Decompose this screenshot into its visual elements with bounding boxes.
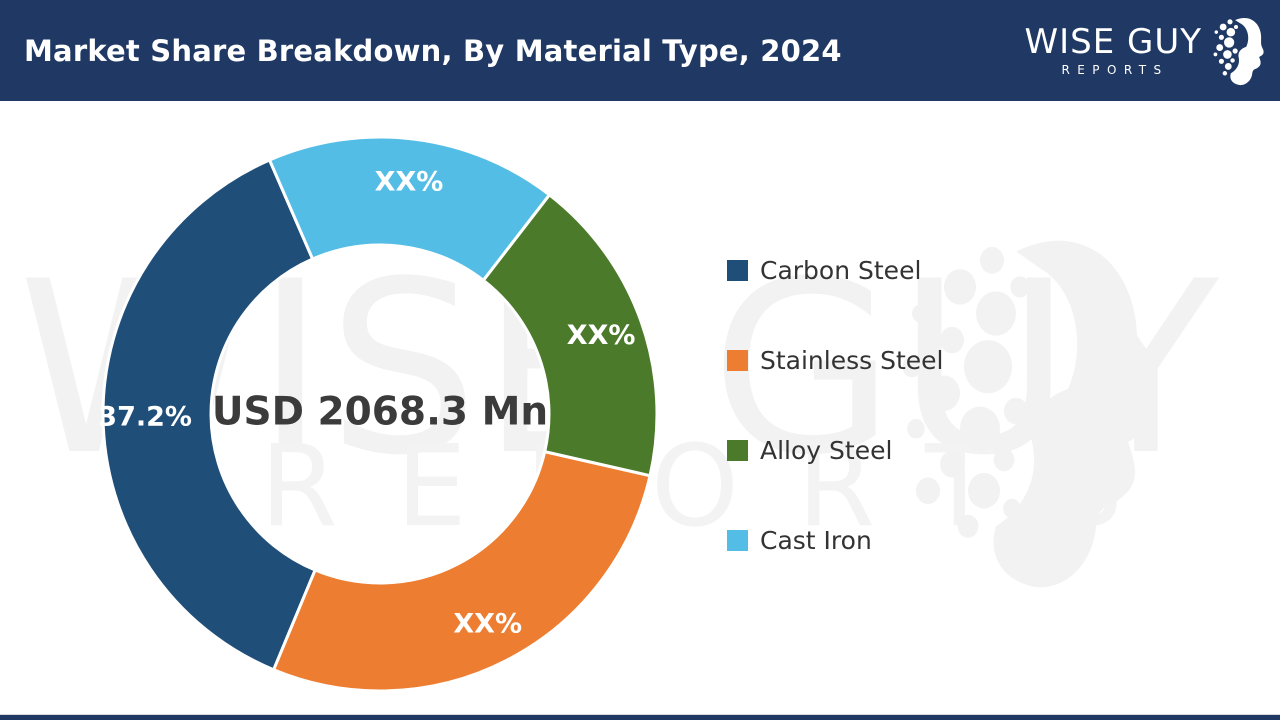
donut-segment-cast-iron [268, 135, 551, 282]
legend-label: Alloy Steel [760, 436, 893, 465]
segment-percent-label: 37.2% [100, 401, 192, 432]
legend-swatch [727, 530, 748, 551]
donut-segment-carbon-steel [101, 158, 317, 672]
page-title: Market Share Breakdown, By Material Type… [24, 33, 842, 68]
legend-swatch [727, 440, 748, 461]
header-bar: Market Share Breakdown, By Material Type… [0, 0, 1280, 101]
footer-divider [0, 714, 1280, 715]
legend-label: Stainless Steel [760, 346, 944, 375]
chart-area: WISE GUY REPORTS 37.2% XX% XX% XX% USD 2068… [0, 101, 1280, 714]
legend-item-carbon-steel: Carbon Steel [727, 256, 943, 285]
segment-percent-label: XX% [567, 320, 636, 351]
logo-subtext: REPORTS [1061, 62, 1169, 77]
donut-chart: 37.2% XX% XX% XX% [100, 135, 659, 693]
segment-percent-label: XX% [375, 166, 444, 197]
segment-percent-label: XX% [453, 608, 522, 639]
legend-item-cast-iron: Cast Iron [727, 526, 943, 555]
donut-segment-stainless-steel [272, 450, 652, 693]
legend-item-stainless-steel: Stainless Steel [727, 346, 944, 375]
logo-text: WISE GUY REPORTS [1024, 25, 1202, 77]
legend-label: Cast Iron [760, 526, 872, 555]
donut-center-value: USD 2068.3 Mn [211, 389, 549, 435]
logo-face-icon [1213, 17, 1264, 85]
logo: WISE GUY REPORTS [1024, 13, 1266, 89]
legend-label: Carbon Steel [760, 256, 922, 285]
logo-wordmark: WISE GUY [1024, 21, 1202, 62]
legend: Carbon Steel Stainless Steel Alloy Steel Ca… [727, 256, 944, 617]
legend-swatch [727, 350, 748, 371]
legend-swatch [727, 260, 748, 281]
donut-segment-alloy-steel [481, 193, 659, 478]
legend-item-alloy-steel: Alloy Steel [727, 436, 943, 465]
footer-bar [0, 715, 1280, 720]
